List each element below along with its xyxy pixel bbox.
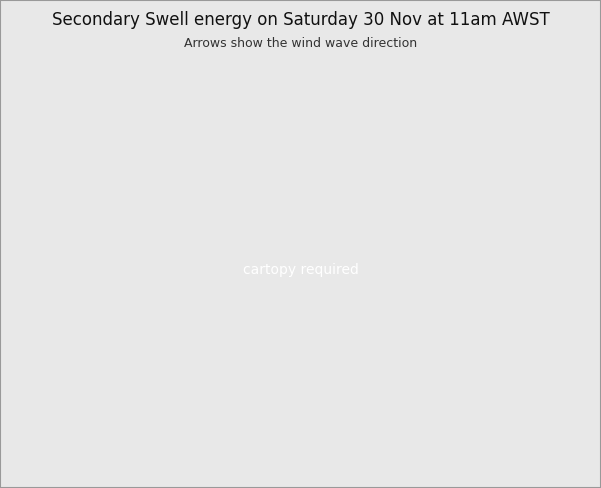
Text: Secondary Swell energy on Saturday 30 Nov at 11am AWST: Secondary Swell energy on Saturday 30 No…: [52, 11, 549, 29]
Text: Arrows show the wind wave direction: Arrows show the wind wave direction: [184, 38, 417, 50]
Text: cartopy required: cartopy required: [243, 263, 358, 277]
